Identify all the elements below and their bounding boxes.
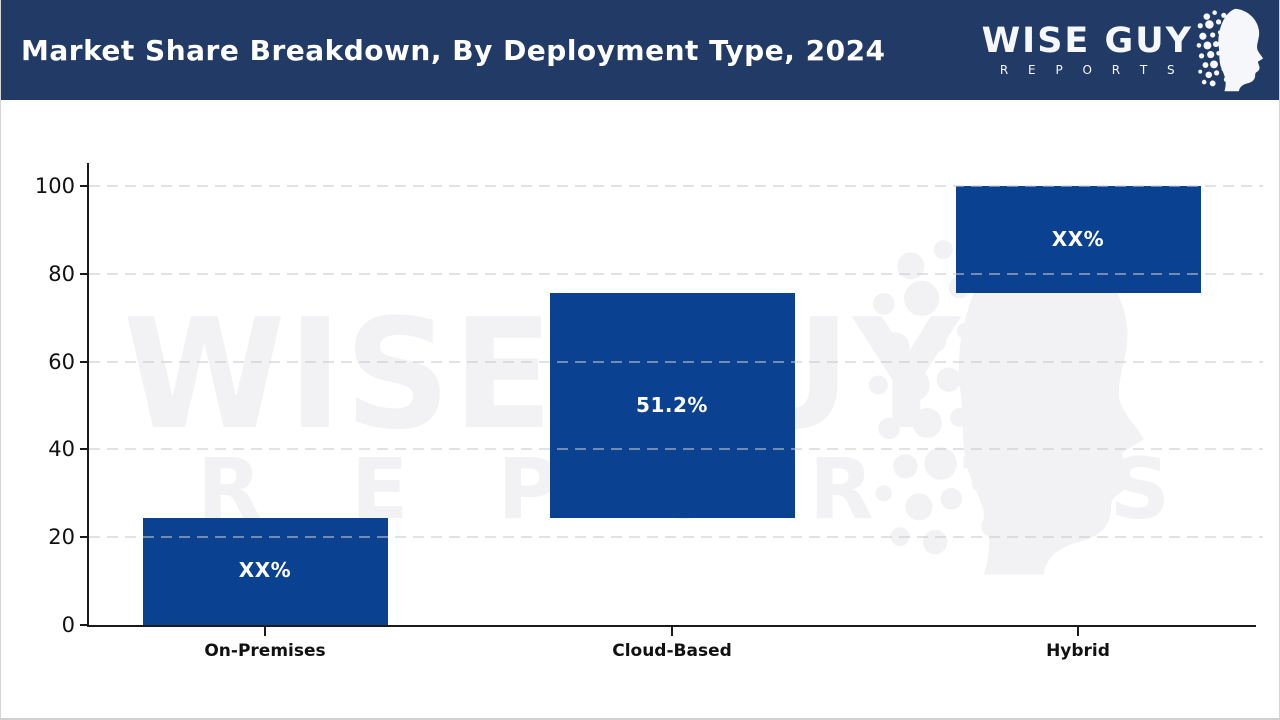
x-axis-line bbox=[87, 625, 1256, 627]
chart-area: WISE GUY R E P O R T S XX%51.2%XX%020406… bbox=[1, 100, 1279, 718]
gridline-20 bbox=[89, 536, 1263, 539]
logo-wordmark: WISE GUY bbox=[981, 20, 1193, 61]
y-axis-line bbox=[87, 163, 89, 627]
x-category-label: Hybrid bbox=[1046, 641, 1110, 661]
logo-text: WISE GUY R E P O R T S bbox=[981, 20, 1193, 77]
page-title: Market Share Breakdown, By Deployment Ty… bbox=[21, 33, 886, 67]
plot-area: XX% 51.2% XX% 0 20 40 60 80 100 On-Premises Cloud-… bbox=[35, 163, 1263, 661]
gridline-40 bbox=[89, 448, 1263, 451]
bar-on-premises bbox=[142, 517, 388, 625]
x-tick-mark bbox=[1077, 627, 1079, 636]
bar-value-label: 51.2% bbox=[636, 392, 708, 417]
y-tick-mark bbox=[80, 448, 89, 451]
bar-value-label: XX% bbox=[1051, 226, 1105, 251]
logo-subtitle: R E P O R T S bbox=[999, 62, 1183, 77]
y-tick-mark bbox=[80, 536, 89, 539]
y-tick-label: 100 bbox=[34, 174, 75, 198]
x-category-label: On-Premises bbox=[204, 641, 326, 661]
y-tick-mark bbox=[80, 185, 89, 187]
x-tick-mark bbox=[671, 627, 673, 636]
y-tick-mark bbox=[80, 624, 89, 626]
bar-hybrid bbox=[955, 186, 1201, 294]
y-tick-label: 40 bbox=[48, 437, 75, 462]
x-category-label: Cloud-Based bbox=[612, 641, 732, 661]
y-tick-mark bbox=[80, 272, 89, 275]
watermark-wordmark: WISE GUY bbox=[123, 286, 962, 463]
y-tick-label: 80 bbox=[48, 261, 75, 286]
bar-value-label: XX% bbox=[238, 558, 292, 583]
y-tick-label: 20 bbox=[48, 525, 75, 550]
y-tick-label: 60 bbox=[48, 349, 75, 374]
wise-guy-logo: WISE GUY R E P O R T S bbox=[981, 6, 1279, 94]
x-tick-mark bbox=[264, 627, 266, 636]
dotted-face-icon bbox=[1196, 8, 1264, 92]
y-tick-label: 0 bbox=[61, 613, 75, 637]
bar-cloud-based bbox=[549, 293, 795, 518]
header-bar: Market Share Breakdown, By Deployment Ty… bbox=[1, 0, 1279, 100]
y-tick-mark bbox=[80, 360, 89, 363]
gridline-100 bbox=[89, 185, 1263, 187]
gridline-60 bbox=[89, 360, 1263, 363]
gridline-80 bbox=[89, 272, 1263, 275]
